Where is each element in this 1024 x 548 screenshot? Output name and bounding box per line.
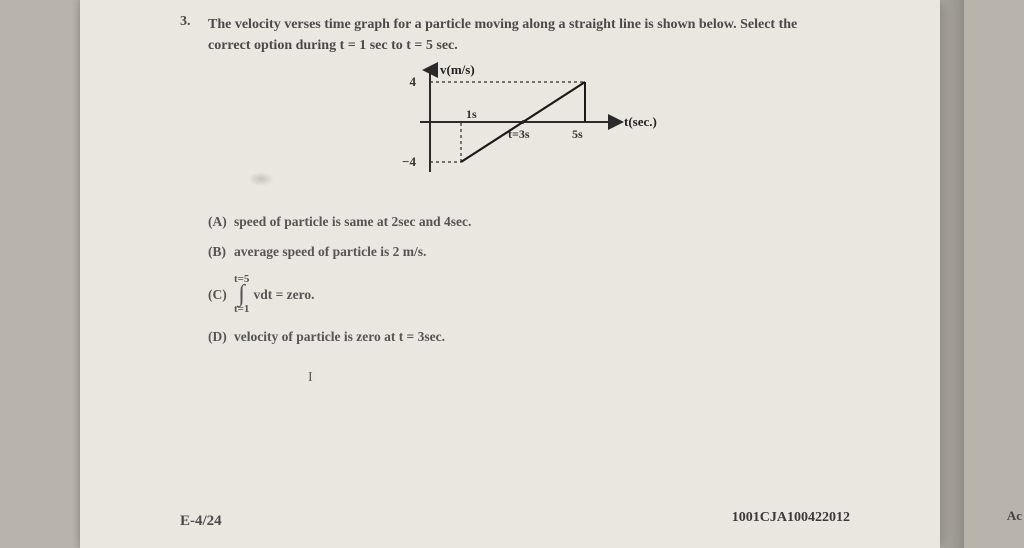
page-shadow [940,0,964,548]
integral-icon: t=5 ∫ t=1 [234,274,249,315]
y-top-tick: 4 [410,74,417,89]
question-number: 3. [180,14,208,56]
option-a-label: (A) [208,214,234,230]
stem-line-1: The velocity verses time graph for a par… [208,17,797,32]
option-b-label: (B) [208,244,234,260]
x-tick-1: 1s [466,107,477,121]
option-d-text: velocity of particle is zero at t = 3sec… [234,329,445,345]
stray-mark: I [308,370,313,386]
option-d-label: (D) [208,329,234,345]
option-c: (C) t=5 ∫ t=1 vdt = zero. [208,274,471,315]
option-c-text: vdt = zero. [253,287,314,303]
x-tick-3: t=3s [508,127,530,141]
option-b-text: average speed of particle is 2 m/s. [234,244,426,260]
page: 3. The velocity verses time graph for a … [80,0,940,548]
integral-symbol: ∫ [238,285,245,304]
graph-svg: v(m/s) 4 −4 1s t=3s 5s t(sec.) [380,62,660,182]
velocity-time-graph: v(m/s) 4 −4 1s t=3s 5s t(sec.) [380,62,660,182]
option-a-text: speed of particle is same at 2sec and 4s… [234,214,471,230]
footer-code: 1001CJA100422012 [732,510,850,526]
y-bottom-tick: −4 [402,154,416,169]
question-stem: The velocity verses time graph for a par… [208,14,908,56]
smudge-mark [248,172,274,186]
stem-line-2: correct option during t = 1 sec to t = 5… [208,38,458,53]
option-b: (B) average speed of particle is 2 m/s. [208,244,471,260]
x-tick-5: 5s [572,127,583,141]
edge-text: Ac [1007,508,1022,524]
option-d: (D) velocity of particle is zero at t = … [208,329,471,345]
option-c-label: (C) [208,287,234,303]
question-row: 3. The velocity verses time graph for a … [180,14,908,56]
x-axis-label: t(sec.) [624,114,657,129]
option-a: (A) speed of particle is same at 2sec an… [208,214,471,230]
options-block: (A) speed of particle is same at 2sec an… [208,200,471,359]
integral-lower: t=1 [234,304,249,315]
footer-page-number: E-4/24 [180,513,222,530]
y-axis-label: v(m/s) [440,62,475,77]
